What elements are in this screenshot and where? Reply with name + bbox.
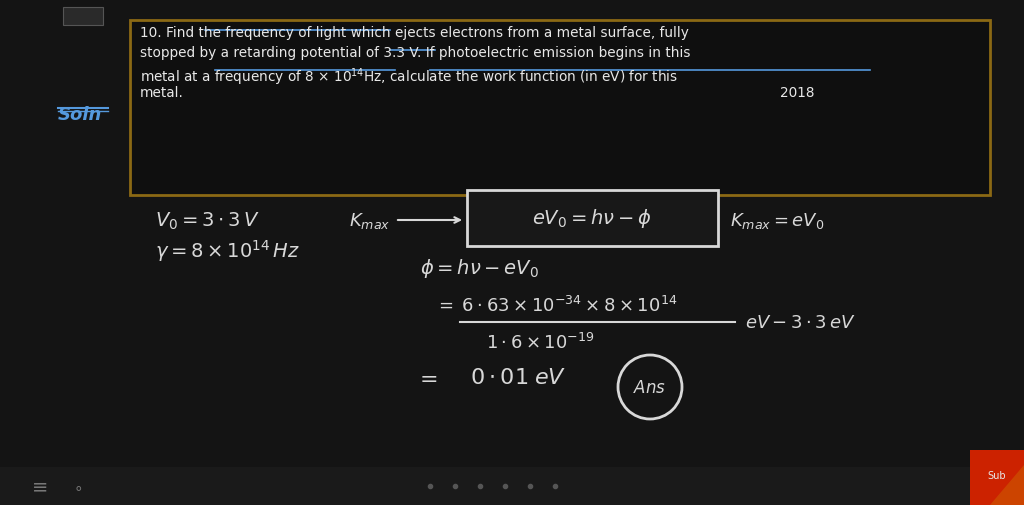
FancyBboxPatch shape bbox=[130, 21, 990, 195]
Text: $\phi = h\nu - eV_0$: $\phi = h\nu - eV_0$ bbox=[420, 256, 539, 279]
FancyBboxPatch shape bbox=[970, 450, 1024, 505]
Text: Soln: Soln bbox=[58, 106, 102, 124]
Text: $\circ$: $\circ$ bbox=[74, 479, 83, 493]
Text: $0\cdot01\;eV$: $0\cdot01\;eV$ bbox=[470, 367, 566, 387]
Text: stopped by a retarding potential of 3.3 V. If photoelectric emission begins in t: stopped by a retarding potential of 3.3 … bbox=[140, 46, 690, 60]
FancyBboxPatch shape bbox=[467, 190, 718, 246]
FancyBboxPatch shape bbox=[0, 467, 1024, 505]
Text: metal.: metal. bbox=[140, 86, 184, 100]
Text: $K_{max}$: $K_{max}$ bbox=[348, 211, 390, 231]
Text: 2018: 2018 bbox=[780, 86, 814, 100]
Text: $\gamma = 8\times10^{14}\,Hz$: $\gamma = 8\times10^{14}\,Hz$ bbox=[155, 237, 300, 264]
Text: 10. Find the frequency of light which ejects electrons from a metal surface, ful: 10. Find the frequency of light which ej… bbox=[140, 26, 689, 40]
Text: $K_{max} = eV_0$: $K_{max} = eV_0$ bbox=[730, 211, 824, 231]
Text: $eV_0 = h\nu - \phi$: $eV_0 = h\nu - \phi$ bbox=[532, 207, 652, 230]
Text: Sub: Sub bbox=[988, 470, 1007, 480]
Text: $Ans$: $Ans$ bbox=[634, 378, 667, 396]
Text: $\equiv$: $\equiv$ bbox=[28, 477, 48, 495]
Polygon shape bbox=[990, 465, 1024, 505]
Text: $eV - 3\cdot3\,eV$: $eV - 3\cdot3\,eV$ bbox=[745, 314, 855, 331]
Text: $V_0 = 3\cdot3\,V$: $V_0 = 3\cdot3\,V$ bbox=[155, 210, 260, 231]
FancyBboxPatch shape bbox=[63, 8, 103, 26]
Text: $=$: $=$ bbox=[415, 367, 437, 387]
Text: $1\cdot6\times10^{-19}$: $1\cdot6\times10^{-19}$ bbox=[485, 332, 594, 352]
Text: $= \; 6\cdot63\times10^{-34}\times8\times10^{14}$: $= \; 6\cdot63\times10^{-34}\times8\time… bbox=[435, 295, 677, 316]
Text: metal at a frequency of 8 $\times$ 10$^{14}$Hz, calculate the work function (in : metal at a frequency of 8 $\times$ 10$^{… bbox=[140, 66, 678, 87]
